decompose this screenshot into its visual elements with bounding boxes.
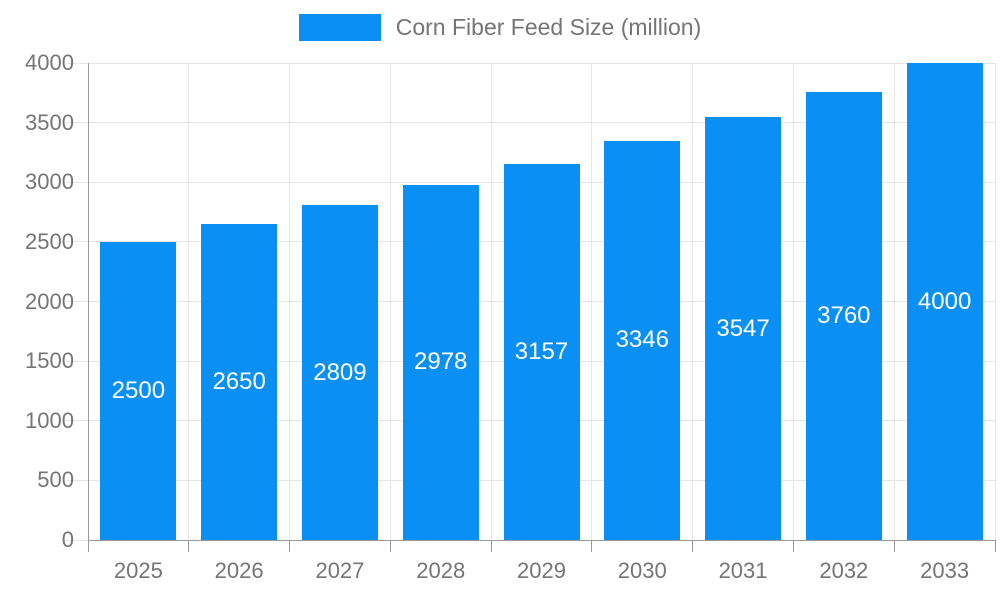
x-axis-tick xyxy=(389,540,391,552)
bar-2031[interactable]: 3547 xyxy=(705,117,782,540)
bar-value-label: 4000 xyxy=(917,287,972,315)
x-axis-tick xyxy=(893,540,895,552)
x-axis-tick xyxy=(692,540,694,552)
x-axis-tick xyxy=(994,540,996,552)
y-axis-tick-label: 500 xyxy=(37,467,74,493)
y-axis-tick-label: 2000 xyxy=(25,288,74,314)
x-axis-tick xyxy=(490,540,492,552)
x-axis-tick-label: 2029 xyxy=(517,558,566,583)
y-axis-tick-label: 0 xyxy=(61,527,74,552)
x-gridline xyxy=(188,63,190,540)
bar-value-label: 3346 xyxy=(615,326,669,354)
y-axis-line xyxy=(87,63,89,552)
x-gridline xyxy=(389,63,391,540)
x-axis-tick xyxy=(188,540,190,552)
x-gridline xyxy=(490,63,492,540)
x-axis-line xyxy=(88,539,995,541)
bar-2027[interactable]: 2809 xyxy=(301,205,378,540)
x-axis-tick-label: 2026 xyxy=(214,558,264,583)
x-gridline xyxy=(591,63,593,540)
bar-2033[interactable]: 4000 xyxy=(906,63,983,540)
y-axis-tick-label: 3500 xyxy=(25,109,74,135)
x-gridline xyxy=(692,63,694,540)
legend-label: Corn Fiber Feed Size (million) xyxy=(395,14,702,40)
bar-value-label: 3760 xyxy=(817,301,871,329)
x-axis-tick xyxy=(591,540,593,552)
bar-value-label: 2809 xyxy=(313,358,367,386)
x-gridline xyxy=(792,63,794,540)
x-gridline xyxy=(893,63,895,540)
bar-2030[interactable]: 3346 xyxy=(604,140,681,540)
x-axis-tick-label: 2028 xyxy=(416,558,466,583)
bar-value-label: 2500 xyxy=(111,376,166,404)
y-axis-tick-label: 2500 xyxy=(25,228,74,254)
bar-value-label: 3547 xyxy=(716,314,770,342)
y-axis-tick-label: 1500 xyxy=(25,348,74,374)
bar-2025[interactable]: 2500 xyxy=(100,241,177,540)
x-gridline xyxy=(289,63,291,540)
legend-swatch-icon xyxy=(298,14,381,41)
y-axis-tick-label: 4000 xyxy=(25,50,74,75)
y-gridline xyxy=(66,62,995,64)
bar-2028[interactable]: 2978 xyxy=(402,184,479,540)
bar-2032[interactable]: 3760 xyxy=(805,91,882,540)
x-axis-tick xyxy=(792,540,794,552)
bar-2029[interactable]: 3157 xyxy=(503,163,580,540)
x-gridline xyxy=(994,63,996,540)
x-axis-tick-label: 2027 xyxy=(315,558,365,583)
x-axis-tick-label: 2031 xyxy=(718,558,768,583)
bar-2026[interactable]: 2650 xyxy=(201,223,278,540)
y-axis-tick-label: 3000 xyxy=(25,169,74,195)
bar-value-label: 3157 xyxy=(514,337,569,365)
bar-value-label: 2650 xyxy=(212,367,266,395)
bar-value-label: 2978 xyxy=(414,348,468,376)
x-axis-tick-label: 2032 xyxy=(819,558,869,583)
x-axis-tick-label: 2025 xyxy=(113,558,163,583)
x-axis-tick xyxy=(289,540,291,552)
legend[interactable]: Corn Fiber Feed Size (million) xyxy=(0,14,1000,41)
x-axis-tick-label: 2033 xyxy=(920,558,970,583)
x-axis-tick-label: 2030 xyxy=(617,558,667,583)
y-gridline xyxy=(66,122,995,124)
y-axis-tick-label: 1000 xyxy=(25,407,74,433)
